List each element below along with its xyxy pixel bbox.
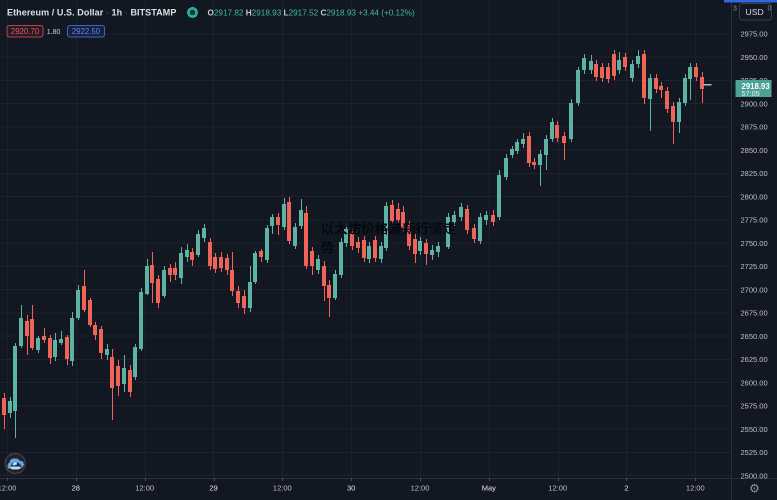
svg-text:2850.00: 2850.00 — [741, 146, 768, 155]
svg-text:29: 29 — [209, 484, 217, 493]
svg-text:12:00: 12:00 — [135, 484, 154, 493]
svg-text:28: 28 — [72, 484, 80, 493]
svg-text:2900.00: 2900.00 — [741, 99, 768, 108]
svg-text:12:00: 12:00 — [411, 484, 430, 493]
svg-text:2700.00: 2700.00 — [741, 285, 768, 294]
svg-text:12:00: 12:00 — [548, 484, 567, 493]
svg-text:12:00: 12:00 — [686, 484, 705, 493]
svg-text:3: 3 — [733, 6, 737, 13]
svg-text:57:05: 57:05 — [742, 89, 760, 98]
svg-text:2575.00: 2575.00 — [741, 402, 768, 411]
svg-text:2525.00: 2525.00 — [741, 448, 768, 457]
svg-text:2950.00: 2950.00 — [741, 53, 768, 62]
svg-text:O2917.82 H2918.93 L2917.52 C29: O2917.82 H2918.93 L2917.52 C2918.93 +3.4… — [208, 9, 415, 18]
svg-text:⚙: ⚙ — [749, 482, 760, 496]
svg-text:2600.00: 2600.00 — [741, 378, 768, 387]
svg-text:2825.00: 2825.00 — [741, 169, 768, 178]
svg-text:1.80: 1.80 — [47, 29, 61, 36]
svg-text:2800.00: 2800.00 — [741, 192, 768, 201]
svg-text:2650.00: 2650.00 — [741, 332, 768, 341]
svg-text:2975.00: 2975.00 — [741, 30, 768, 39]
svg-text:2625.00: 2625.00 — [741, 355, 768, 364]
svg-text:0: 0 — [768, 6, 772, 13]
svg-text:May: May — [482, 484, 496, 493]
svg-text:2775.00: 2775.00 — [741, 216, 768, 225]
svg-text:2875.00: 2875.00 — [741, 123, 768, 132]
svg-text:2725.00: 2725.00 — [741, 262, 768, 271]
svg-text:2550.00: 2550.00 — [741, 425, 768, 434]
svg-text:2: 2 — [624, 484, 628, 493]
svg-text:2500.00: 2500.00 — [741, 471, 768, 480]
svg-text:2675.00: 2675.00 — [741, 309, 768, 318]
svg-text:12:00: 12:00 — [273, 484, 292, 493]
svg-text:2920.70: 2920.70 — [11, 27, 40, 36]
svg-text:2922.50: 2922.50 — [72, 27, 101, 36]
svg-text:12:00: 12:00 — [0, 484, 16, 493]
svg-text:2750.00: 2750.00 — [741, 239, 768, 248]
svg-text:USD: USD — [746, 7, 764, 17]
svg-text:30: 30 — [347, 484, 355, 493]
svg-text:2918.93: 2918.93 — [742, 82, 771, 91]
svg-text:Ethereum / U.S. Dollar · 1h ·: Ethereum / U.S. Dollar · 1h · BITSTAMP — [7, 8, 176, 18]
